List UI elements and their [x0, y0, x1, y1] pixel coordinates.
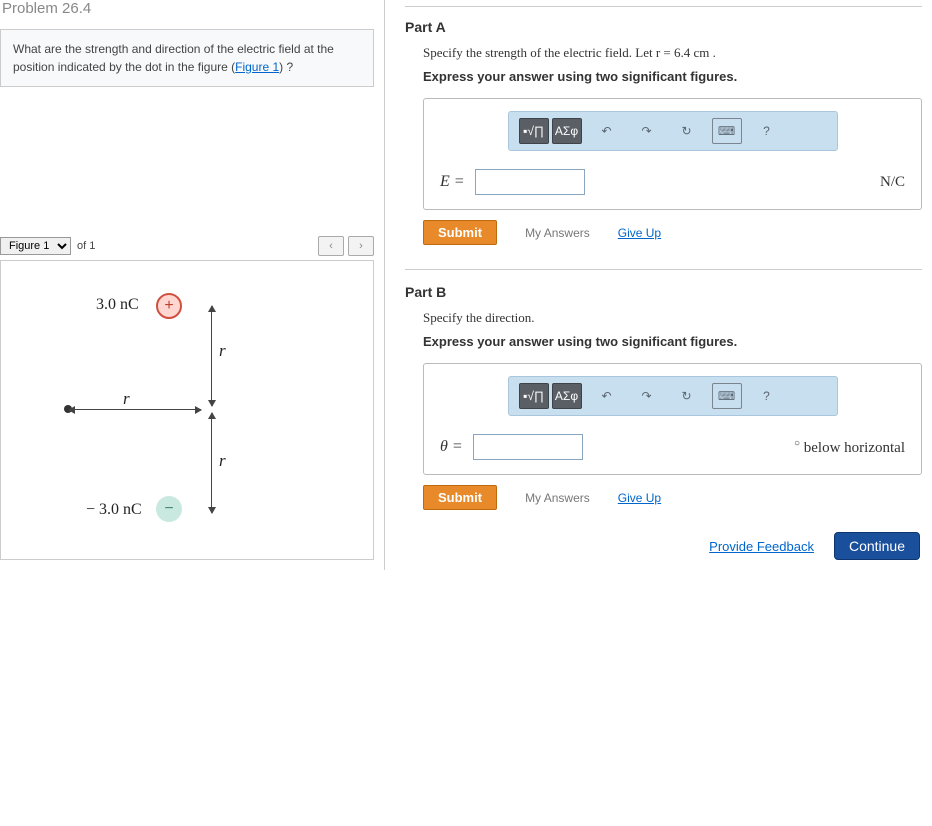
- figure-canvas: 3.0 nC + r r r − 3.0 nC −: [0, 260, 374, 560]
- pos-charge-label: 3.0 nC: [96, 296, 139, 314]
- continue-button[interactable]: Continue: [834, 532, 920, 560]
- r-lower-segment: [211, 413, 212, 513]
- part-b-desc: Specify the direction.: [423, 310, 922, 326]
- reset-icon[interactable]: ↻: [672, 118, 702, 144]
- templates-button[interactable]: ▪√∏: [519, 118, 549, 144]
- part-a-my-answers[interactable]: My Answers: [525, 226, 590, 240]
- undo-icon[interactable]: ↶: [592, 118, 622, 144]
- help-icon[interactable]: ?: [752, 383, 782, 409]
- greek-button[interactable]: ΑΣφ: [552, 118, 582, 144]
- part-a-variable: E =: [440, 173, 465, 191]
- part-b-title: Part B: [405, 284, 922, 300]
- figure-prev-button[interactable]: ‹: [318, 236, 344, 256]
- part-a-desc: Specify the strength of the electric fie…: [423, 45, 922, 61]
- part-b-my-answers[interactable]: My Answers: [525, 491, 590, 505]
- figure-select[interactable]: Figure 1: [0, 237, 71, 255]
- figure-next-button[interactable]: ›: [348, 236, 374, 256]
- templates-button[interactable]: ▪√∏: [519, 383, 549, 409]
- figure-count: of 1: [77, 240, 95, 252]
- part-b-submit-button[interactable]: Submit: [423, 485, 497, 510]
- figure-link[interactable]: Figure 1: [235, 60, 279, 74]
- question-box: What are the strength and direction of t…: [0, 29, 374, 87]
- keyboard-icon[interactable]: ⌨: [712, 383, 742, 409]
- redo-icon[interactable]: ↷: [632, 118, 662, 144]
- part-a-instruction: Express your answer using two significan…: [423, 69, 922, 84]
- keyboard-icon[interactable]: ⌨: [712, 118, 742, 144]
- redo-icon[interactable]: ↷: [632, 383, 662, 409]
- r-label-upper: r: [219, 341, 226, 361]
- negative-charge-icon: −: [156, 496, 182, 522]
- provide-feedback-link[interactable]: Provide Feedback: [709, 539, 814, 554]
- part-b-variable: θ =: [440, 438, 463, 456]
- r-upper-segment: [211, 306, 212, 406]
- part-a-input[interactable]: [475, 169, 585, 195]
- part-b-input[interactable]: [473, 434, 583, 460]
- part-a-unit: N/C: [880, 174, 905, 191]
- neg-charge-label: − 3.0 nC: [86, 501, 142, 519]
- part-b-toolbar: ▪√∏ ΑΣφ ↶ ↷ ↻ ⌨ ?: [508, 376, 838, 416]
- problem-title: Problem 26.4: [2, 0, 374, 17]
- part-b-give-up[interactable]: Give Up: [618, 491, 661, 505]
- greek-button[interactable]: ΑΣφ: [552, 383, 582, 409]
- undo-icon[interactable]: ↶: [592, 383, 622, 409]
- part-b-instruction: Express your answer using two significan…: [423, 334, 922, 349]
- r-label-horizontal: r: [123, 389, 130, 409]
- r-horizontal-segment: [69, 409, 201, 410]
- part-a-toolbar: ▪√∏ ΑΣφ ↶ ↷ ↻ ⌨ ?: [508, 111, 838, 151]
- part-a-title: Part A: [405, 19, 922, 35]
- positive-charge-icon: +: [156, 293, 182, 319]
- part-a-answer-card: ▪√∏ ΑΣφ ↶ ↷ ↻ ⌨ ? E = N/C: [423, 98, 922, 210]
- reset-icon[interactable]: ↻: [672, 383, 702, 409]
- part-a-submit-button[interactable]: Submit: [423, 220, 497, 245]
- part-a-give-up[interactable]: Give Up: [618, 226, 661, 240]
- help-icon[interactable]: ?: [752, 118, 782, 144]
- question-tail: ) ?: [279, 60, 293, 74]
- part-b-unit: ○ below horizontal: [790, 438, 905, 457]
- part-b-answer-card: ▪√∏ ΑΣφ ↶ ↷ ↻ ⌨ ? θ = ○ below horizontal: [423, 363, 922, 475]
- r-label-lower: r: [219, 451, 226, 471]
